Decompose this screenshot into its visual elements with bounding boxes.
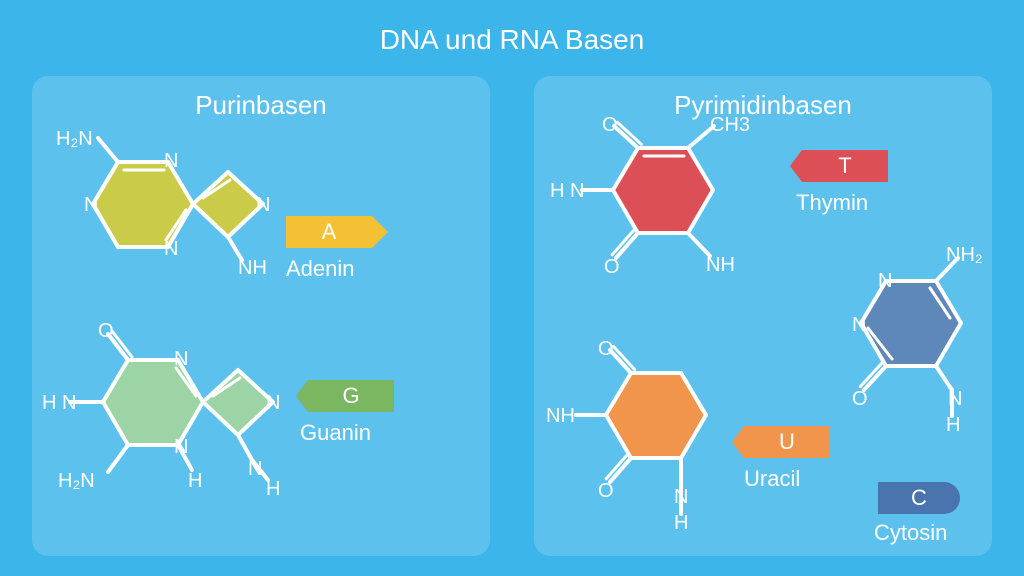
atom-label: N: [948, 388, 962, 411]
atom-label: N: [674, 486, 688, 509]
tag-guanine: G: [308, 380, 394, 412]
atom-label: N: [248, 458, 262, 481]
atom-label: NH₂: [946, 244, 983, 267]
atom-label: N: [164, 238, 178, 261]
atom-label: N: [164, 150, 178, 173]
molecule-uracil: ONHONH: [556, 338, 746, 548]
tag-letter-guanine: G: [342, 383, 359, 409]
atom-label: O: [852, 388, 868, 411]
tag-thymine: T: [802, 150, 888, 182]
atom-label: H: [266, 478, 280, 501]
base-name-thymine: Thymin: [796, 190, 868, 216]
atom-label: N: [84, 194, 98, 217]
atom-label: H: [946, 414, 960, 437]
atom-label: O: [598, 480, 614, 503]
atom-label: H: [188, 470, 202, 493]
tag-letter-thymine: T: [838, 153, 851, 179]
atom-label: N: [878, 270, 892, 293]
atom-label: H: [674, 512, 688, 535]
tag-letter-adenine: A: [322, 219, 337, 245]
atom-label: O: [598, 338, 614, 361]
atom-label: N: [256, 194, 270, 217]
base-name-guanine: Guanin: [300, 420, 371, 446]
atom-label: H₂N: [58, 470, 95, 493]
atom-label: CH3: [710, 114, 750, 137]
atom-label: O: [98, 320, 114, 343]
atom-label: N: [174, 348, 188, 371]
tag-cytosine: C: [878, 482, 960, 514]
panel-title-left: Purinbasen: [32, 90, 490, 121]
page-title: DNA und RNA Basen: [0, 24, 1024, 56]
molecule-thymine: CH3OH NONH: [558, 118, 768, 308]
base-name-uracil: Uracil: [744, 466, 800, 492]
atom-label: O: [602, 114, 618, 137]
base-name-cytosine: Cytosin: [874, 520, 947, 546]
atom-label: H N: [550, 180, 584, 203]
atom-label: N: [852, 314, 866, 337]
atom-label: N: [174, 436, 188, 459]
atom-label: NH: [546, 405, 575, 428]
molecule-cytosine: NH₂ONHNN: [816, 246, 996, 466]
molecule-guanine: OH NH₂NHNHNNN: [48, 320, 288, 510]
atom-label: NH: [706, 254, 735, 277]
atom-label: O: [604, 256, 620, 279]
atom-label: H₂N: [56, 128, 93, 151]
atom-label: H N: [42, 392, 76, 415]
atom-label: NH: [238, 257, 267, 280]
diagram-canvas: DNA und RNA BasenPurinbasenPyrimidinbase…: [0, 0, 1024, 576]
tag-letter-uracil: U: [779, 429, 795, 455]
tag-letter-cytosine: C: [911, 485, 927, 511]
atom-label: N: [266, 392, 280, 415]
tag-adenine: A: [286, 216, 372, 248]
base-name-adenine: Adenin: [286, 256, 355, 282]
molecule-adenine: H₂NNHNNNN: [48, 132, 278, 292]
